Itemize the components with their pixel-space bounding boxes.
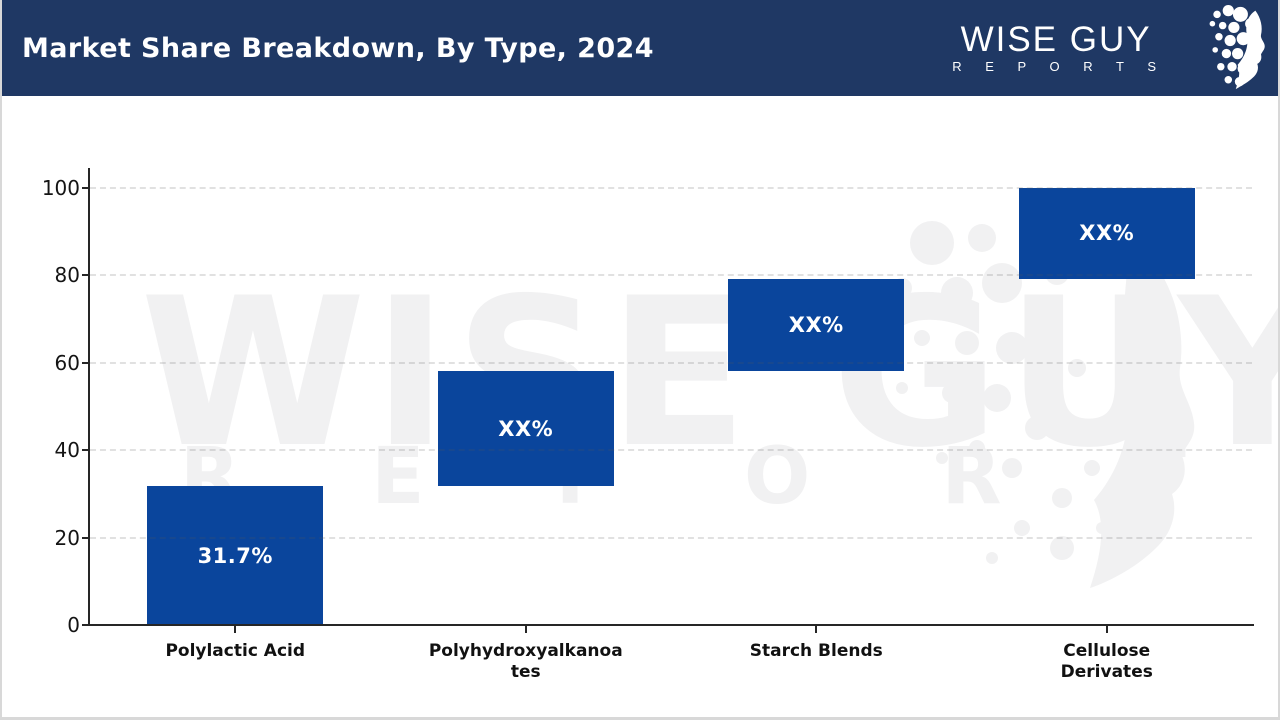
x-axis-line (88, 624, 1254, 626)
y-tick-mark (82, 186, 89, 189)
x-category-label: Starch Blends (749, 641, 883, 661)
bar-segment: XX% (437, 370, 614, 487)
page-title: Market Share Breakdown, By Type, 2024 (22, 32, 654, 64)
x-tick-mark (1105, 626, 1108, 633)
y-axis-line (88, 168, 90, 626)
x-category-label: Polylactic Acid (165, 641, 306, 661)
bar-value-label: XX% (498, 416, 554, 441)
bar-value-label: XX% (788, 312, 844, 337)
header-bar: Market Share Breakdown, By Type, 2024 WI… (2, 0, 1278, 96)
x-tick-mark (234, 626, 237, 633)
gridline (90, 186, 1252, 189)
y-tick-label: 100 (41, 175, 80, 200)
y-tick-label: 40 (54, 438, 80, 462)
brand-head-dots-icon (1209, 5, 1265, 90)
x-tick-mark (815, 626, 818, 633)
y-tick-label: 0 (67, 613, 80, 637)
bar-value-label: XX% (1079, 221, 1135, 246)
brand-text: WISE GUY R E P O R T S (946, 19, 1166, 75)
bar-segment: XX% (728, 278, 905, 371)
y-tick-mark (82, 361, 89, 364)
bar-segment: XX% (1018, 187, 1195, 279)
gridline (90, 449, 1252, 451)
bar-value-label: 31.7% (197, 543, 273, 568)
gridline (90, 274, 1252, 276)
y-tick-mark (82, 624, 89, 626)
y-tick-label: 60 (54, 350, 80, 375)
brand-logo: WISE GUY R E P O R T S (946, 5, 1268, 90)
y-tick-mark (82, 449, 89, 451)
gridline (90, 361, 1252, 364)
brand-subtitle: R E P O R T S (952, 59, 1166, 75)
brand-name: WISE GUY (960, 19, 1152, 59)
x-category-label: Cellulose Derivates (1060, 641, 1153, 683)
x-category-label: Polyhydroxyalkanoa tes (428, 641, 623, 683)
y-tick-mark (82, 274, 89, 276)
gridline (90, 536, 1252, 539)
y-tick-mark (82, 536, 89, 539)
y-tick-label: 80 (54, 263, 80, 287)
bar-segment: 31.7% (147, 486, 324, 625)
y-tick-label: 20 (54, 525, 80, 550)
x-tick-mark (524, 626, 527, 633)
